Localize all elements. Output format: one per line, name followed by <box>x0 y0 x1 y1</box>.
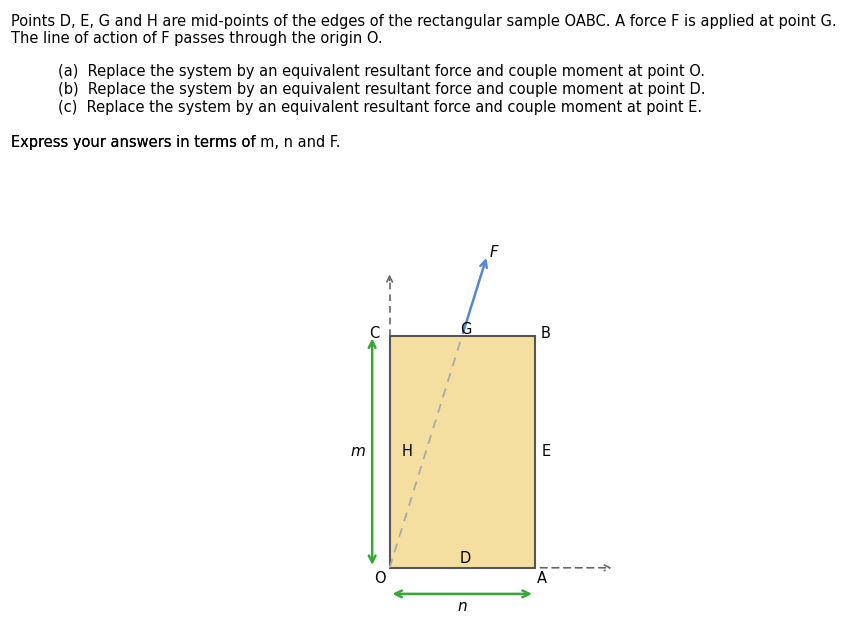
Text: Express your answers in terms of: Express your answers in terms of <box>11 135 260 149</box>
Text: (c)  Replace the system by an equivalent resultant force and couple moment at po: (c) Replace the system by an equivalent … <box>58 100 702 115</box>
Text: E: E <box>542 444 551 459</box>
Text: m: m <box>351 444 365 459</box>
Text: Points D, E, G and H are mid-points of the edges of the rectangular sample OABC.: Points D, E, G and H are mid-points of t… <box>11 14 836 29</box>
Text: G: G <box>460 322 471 337</box>
Text: H: H <box>402 444 413 459</box>
Text: (b)  Replace the system by an equivalent resultant force and couple moment at po: (b) Replace the system by an equivalent … <box>58 82 706 97</box>
Text: O: O <box>374 570 386 586</box>
Text: B: B <box>540 326 550 341</box>
Text: n: n <box>458 599 467 615</box>
Text: F: F <box>490 246 498 260</box>
Text: D: D <box>460 551 471 566</box>
Text: A: A <box>537 570 547 586</box>
Text: The line of action of F passes through the origin O.: The line of action of F passes through t… <box>11 31 383 46</box>
Text: C: C <box>369 326 380 341</box>
Text: Express your answers in terms of m, n and F.: Express your answers in terms of m, n an… <box>11 135 340 149</box>
Bar <box>390 335 535 568</box>
Text: (a)  Replace the system by an equivalent resultant force and couple moment at po: (a) Replace the system by an equivalent … <box>58 64 705 79</box>
